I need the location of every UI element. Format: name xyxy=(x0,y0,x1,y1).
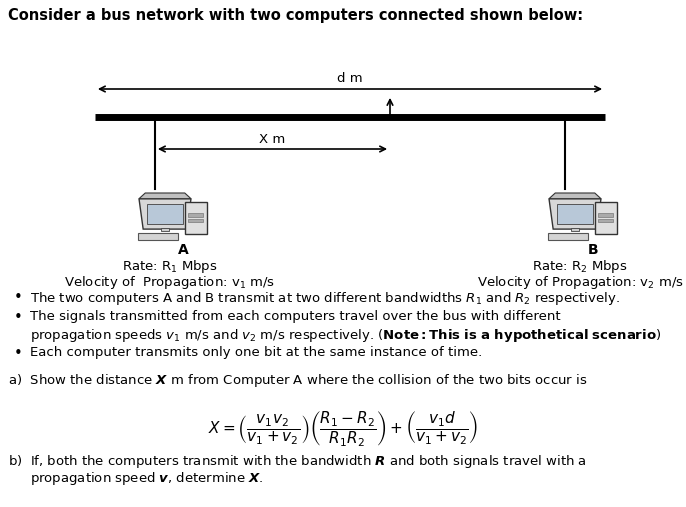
Text: d m: d m xyxy=(338,72,363,85)
Bar xyxy=(595,202,617,234)
Polygon shape xyxy=(138,233,178,240)
Text: Velocity of  Propagation: v$_1$ m/s: Velocity of Propagation: v$_1$ m/s xyxy=(64,274,276,291)
Bar xyxy=(557,204,593,224)
Text: b)  If, both the computers transmit with the bandwidth $\boldsymbol{R}$ and both: b) If, both the computers transmit with … xyxy=(8,453,587,470)
Text: •: • xyxy=(14,346,23,361)
Text: Rate: R$_1$ Mbps: Rate: R$_1$ Mbps xyxy=(122,258,218,275)
Bar xyxy=(598,220,613,222)
Bar xyxy=(185,202,206,234)
Text: X m: X m xyxy=(259,133,285,146)
Polygon shape xyxy=(549,199,601,229)
Polygon shape xyxy=(548,233,588,240)
Text: propagation speed $\boldsymbol{v}$, determine $\boldsymbol{X}$.: propagation speed $\boldsymbol{v}$, dete… xyxy=(30,470,263,487)
Bar xyxy=(147,204,182,224)
Bar xyxy=(188,220,204,222)
Text: The two computers A and B transmit at two different bandwidths $\boldsymbol{R_1}: The two computers A and B transmit at tw… xyxy=(30,290,619,307)
Polygon shape xyxy=(571,228,579,231)
Text: A: A xyxy=(178,243,189,257)
Polygon shape xyxy=(161,228,169,231)
Text: propagation speeds $\boldsymbol{v_1}$ m/s and $\boldsymbol{v_2}$ m/s respectivel: propagation speeds $\boldsymbol{v_1}$ m/… xyxy=(30,327,661,344)
Text: a)  Show the distance $\boldsymbol{X}$ m from Computer A where the collision of : a) Show the distance $\boldsymbol{X}$ m … xyxy=(8,372,587,388)
Text: Rate: R$_2$ Mbps: Rate: R$_2$ Mbps xyxy=(532,258,628,275)
Text: The signals transmitted from each computers travel over the bus with different: The signals transmitted from each comput… xyxy=(30,310,560,322)
Polygon shape xyxy=(549,193,601,199)
Text: $X = \left(\dfrac{v_1 v_2}{v_1 + v_2}\right)\left(\dfrac{R_1 - R_2}{R_1 R_2}\rig: $X = \left(\dfrac{v_1 v_2}{v_1 + v_2}\ri… xyxy=(208,409,478,448)
Text: Velocity of Propagation: v$_2$ m/s: Velocity of Propagation: v$_2$ m/s xyxy=(477,274,683,291)
Text: B: B xyxy=(588,243,598,257)
Polygon shape xyxy=(139,193,191,199)
Bar xyxy=(188,213,204,216)
Polygon shape xyxy=(139,199,191,229)
Text: •: • xyxy=(14,290,23,305)
Text: Each computer transmits only one bit at the same instance of time.: Each computer transmits only one bit at … xyxy=(30,346,482,359)
Text: •: • xyxy=(14,310,23,324)
Bar xyxy=(598,213,613,216)
Text: Consider a bus network with two computers connected shown below:: Consider a bus network with two computer… xyxy=(8,8,583,23)
